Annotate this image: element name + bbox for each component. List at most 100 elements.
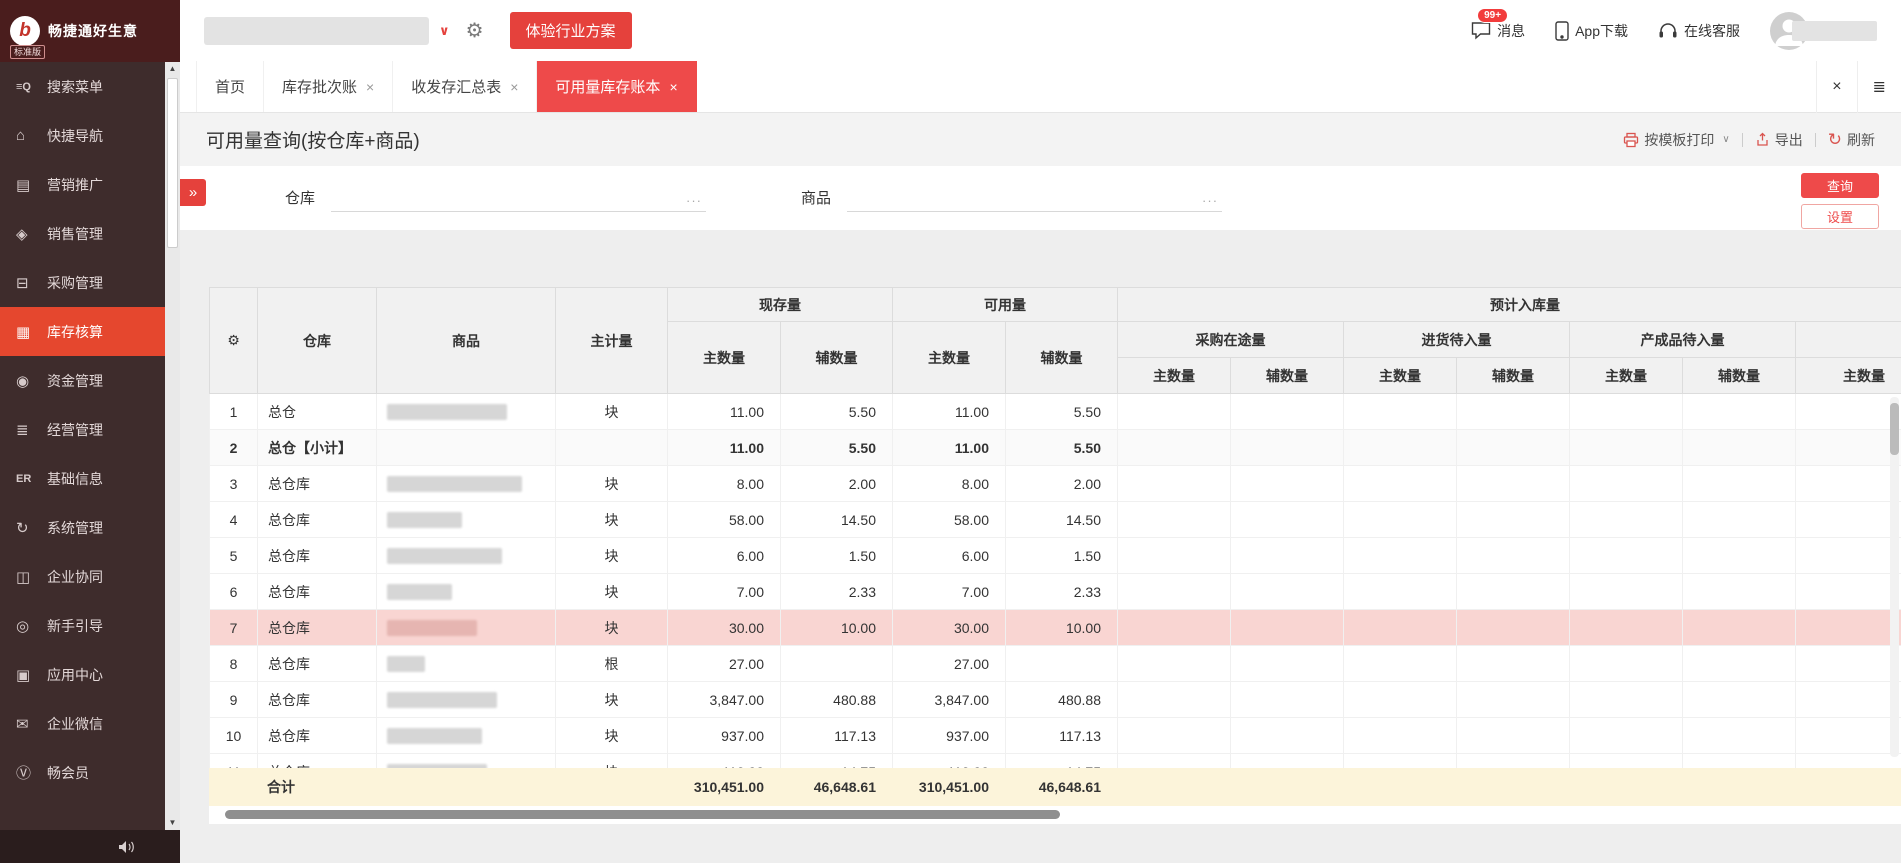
gear-icon[interactable]: ⚙: [465, 20, 484, 42]
table-row[interactable]: 7 总仓库块 30.00 10.00 30.00 10.00: [209, 609, 1901, 646]
messages-button[interactable]: 99+ 消息: [1471, 7, 1526, 41]
tabbar-corner: × ≣: [1816, 61, 1901, 113]
qty-cell: 3,847.00: [892, 681, 1006, 718]
total-stock-main: 310,451.00: [667, 768, 780, 806]
sidebar-item-label: 应用中心: [47, 666, 103, 683]
org-selector-redacted[interactable]: [204, 16, 429, 45]
sidebar-item-funds[interactable]: ◉ 资金管理: [0, 356, 165, 405]
qty-cell: [1456, 429, 1570, 466]
availability-table: ⚙ 仓库 商品 主计量 现存量 可用量 预计入库量 主数量 辅数量 主数量 辅数…: [209, 287, 1901, 768]
top-header: ∨ ⚙ 体验行业方案 99+ 消息 App下载: [180, 0, 1901, 61]
table-row[interactable]: 3 总仓库块 8.00 2.00 8.00 2.00: [209, 465, 1901, 502]
tab-收发存汇总表[interactable]: 收发存汇总表 ×: [393, 61, 538, 112]
qty-cell: [1117, 609, 1231, 646]
qty-cell: 27.00: [892, 645, 1006, 682]
sidebar-item-member[interactable]: Ⓥ 畅会员: [0, 748, 165, 797]
table-row[interactable]: 2 总仓【小计】 11.00 5.50 11.00 5.50: [209, 429, 1901, 466]
sidebar-item-app-center[interactable]: ▣ 应用中心: [0, 650, 165, 699]
sidebar-item-label: 基础信息: [47, 470, 103, 487]
compass-icon: ◎: [16, 617, 29, 635]
messages-label: 消息: [1497, 22, 1526, 39]
speaker-icon[interactable]: [118, 840, 136, 854]
qty-cell: [1230, 573, 1344, 610]
sidebar-item-operations[interactable]: ≣ 经营管理: [0, 405, 165, 454]
product-input[interactable]: ···: [847, 184, 1223, 212]
tab-close-icon[interactable]: ×: [510, 78, 519, 95]
vertical-scrollbar[interactable]: [1890, 397, 1899, 757]
refresh-button[interactable]: ↻ 刷新: [1828, 130, 1875, 150]
sidebar-item-search[interactable]: ≡Q 搜索菜单: [0, 62, 165, 111]
warehouse-picker-icon[interactable]: ···: [686, 193, 703, 208]
table-row[interactable]: 10 总仓库块 937.00 117.13 937.00 117.13: [209, 717, 1901, 754]
qty-cell: [1569, 537, 1683, 574]
warehouse-input[interactable]: ···: [331, 184, 707, 212]
trial-plan-button[interactable]: 体验行业方案: [509, 12, 632, 49]
qty-cell: [1456, 393, 1570, 430]
sidebar-scrollbar-thumb[interactable]: [167, 78, 178, 248]
qty-cell: 11.00: [667, 393, 781, 430]
group-header-expected-in: 预计入库量: [1116, 287, 1901, 322]
col-header-main-qty: 主数量: [1117, 357, 1231, 394]
qty-cell: [1343, 429, 1457, 466]
table-row[interactable]: 6 总仓库块 7.00 2.33 7.00 2.33: [209, 573, 1901, 610]
tab-首页[interactable]: 首页: [196, 61, 265, 112]
online-support-button[interactable]: 在线客服: [1658, 21, 1740, 41]
expand-filter-button[interactable]: »: [180, 179, 206, 206]
sidebar-item-label: 库存核算: [47, 323, 103, 340]
sidebar-footer: [0, 830, 180, 863]
product-picker-icon[interactable]: ···: [1202, 193, 1219, 208]
qty-cell: [1794, 393, 1901, 430]
column-settings-gear-icon[interactable]: ⚙: [209, 287, 258, 394]
print-by-template-button[interactable]: 按模板打印 ∨: [1623, 130, 1730, 150]
sidebar-scrollbar[interactable]: ▲ ▼: [165, 62, 180, 830]
row-number: 6: [209, 573, 258, 610]
qty-cell: [1794, 537, 1901, 574]
tab-list-button[interactable]: ≣: [1856, 61, 1901, 113]
qty-cell: 3,847.00: [667, 681, 781, 718]
tab-库存批次账[interactable]: 库存批次账 ×: [264, 61, 394, 112]
table-row[interactable]: 9 总仓库块 3,847.00 480.88 3,847.00 480.88: [209, 681, 1901, 718]
sidebar-item-label: 搜索菜单: [47, 78, 103, 95]
sidebar-item-quick-nav[interactable]: ⌂ 快捷导航: [0, 111, 165, 160]
qty-cell: 6.00: [667, 537, 781, 574]
sidebar-item-sales[interactable]: ◈ 销售管理: [0, 209, 165, 258]
sidebar-item-base-info[interactable]: ER 基础信息: [0, 454, 165, 503]
qty-cell: [1117, 501, 1231, 538]
sidebar-item-guide[interactable]: ◎ 新手引导: [0, 601, 165, 650]
sidebar-item-purchase[interactable]: ⊟ 采购管理: [0, 258, 165, 307]
table-row[interactable]: 4 总仓库块 58.00 14.50 58.00 14.50: [209, 501, 1901, 538]
query-button[interactable]: 查询: [1801, 173, 1879, 198]
sidebar-item-collaboration[interactable]: ◫ 企业协同: [0, 552, 165, 601]
col-header-main-qty: 主数量: [1569, 357, 1683, 394]
tab-close-icon[interactable]: ×: [669, 78, 678, 95]
table-row[interactable]: 8 总仓库根 27.00 27.00: [209, 645, 1901, 682]
gift-icon: ▤: [16, 176, 30, 194]
qty-cell: [1456, 573, 1570, 610]
export-button[interactable]: 导出: [1755, 130, 1803, 150]
sidebar-item-system[interactable]: ↻ 系统管理: [0, 503, 165, 552]
vertical-scrollbar-thumb[interactable]: [1890, 403, 1899, 455]
tab-可用量库存账本[interactable]: 可用量库存账本 ×: [537, 61, 697, 112]
app-download-button[interactable]: App下载: [1555, 20, 1628, 41]
sidebar-item-inventory[interactable]: ▦ 库存核算: [0, 307, 165, 356]
qty-cell: [1230, 609, 1344, 646]
user-account[interactable]: [1770, 11, 1877, 50]
horizontal-scrollbar-thumb[interactable]: [225, 810, 1060, 819]
printer-icon: [1624, 132, 1639, 147]
tab-close-icon[interactable]: ×: [366, 78, 375, 95]
close-tabs-button[interactable]: ×: [1816, 61, 1856, 113]
scroll-up-icon[interactable]: ▲: [168, 64, 177, 73]
settings-button[interactable]: 设置: [1801, 204, 1879, 229]
unit-cell: 块: [555, 609, 668, 646]
chevron-down-icon[interactable]: ∨: [439, 22, 450, 38]
sidebar-item-wechat[interactable]: ✉ 企业微信: [0, 699, 165, 748]
qty-cell: [1230, 753, 1344, 768]
qty-cell: [1682, 537, 1796, 574]
horizontal-scrollbar[interactable]: [217, 810, 1893, 820]
qty-cell: 110.00: [892, 753, 1006, 768]
sidebar-item-marketing[interactable]: ▤ 营销推广: [0, 160, 165, 209]
table-row[interactable]: 5 总仓库块 6.00 1.50 6.00 1.50: [209, 537, 1901, 574]
scroll-down-icon[interactable]: ▼: [168, 818, 177, 827]
table-row[interactable]: 1 总仓块 11.00 5.50 11.00 5.50: [209, 393, 1901, 430]
